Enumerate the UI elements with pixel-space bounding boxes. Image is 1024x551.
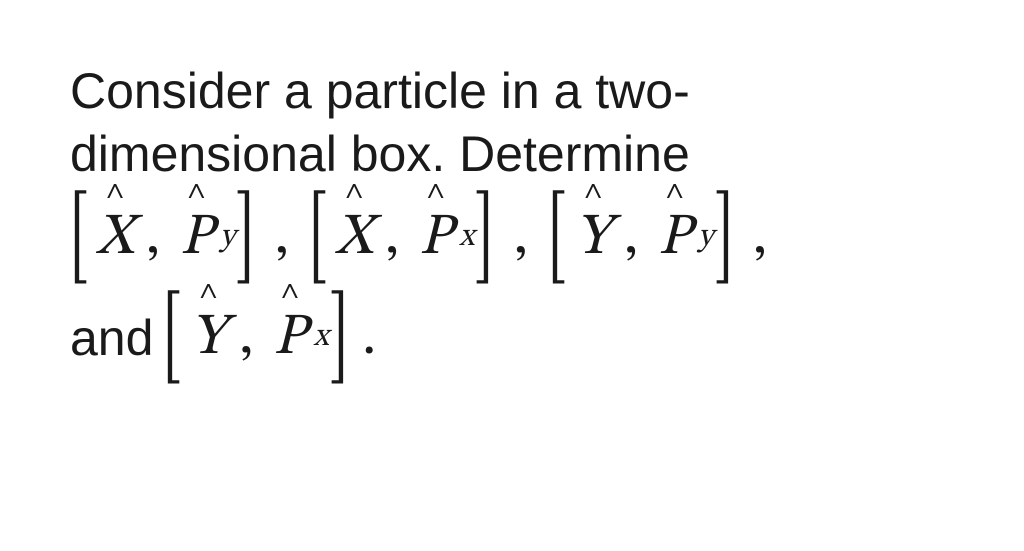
rbracket: ] (235, 193, 254, 283)
rbracket: ] (474, 193, 493, 283)
math-line-2: and [ ^ Y , ^ P x ] . (70, 293, 954, 383)
rbracket: ] (329, 293, 348, 383)
operator-P-hat: ^ P (649, 209, 701, 267)
operator-Y-hat: ^ Y (567, 209, 619, 267)
lbracket: [ (309, 193, 328, 283)
separator-comma: , (275, 209, 289, 267)
lbracket: [ (548, 193, 567, 283)
problem-statement: Consider a particle in a two- dimensiona… (0, 0, 1024, 383)
comma: , (146, 209, 160, 267)
operator-P-hat: ^ P (410, 209, 462, 267)
operator-P-hat: ^ P (170, 209, 222, 267)
comma: , (239, 309, 253, 367)
lbracket: [ (163, 293, 182, 383)
intro-line-1: Consider a particle in a two- (70, 63, 690, 119)
lbracket: [ (70, 193, 89, 283)
operator-Y-hat: ^ Y (182, 309, 234, 367)
operator-X-hat: ^ X (89, 209, 141, 267)
period: . (362, 309, 376, 367)
intro-line-2: dimensional box. Determine (70, 126, 690, 182)
and-text: and (70, 313, 153, 363)
trailing-comma: , (753, 209, 767, 267)
separator-comma: , (514, 209, 528, 267)
rbracket: ] (713, 193, 732, 283)
operator-X-hat: ^ X (328, 209, 380, 267)
comma: , (385, 209, 399, 267)
operator-P-hat: ^ P (264, 309, 316, 367)
comma: , (624, 209, 638, 267)
intro-text: Consider a particle in a two- dimensiona… (70, 60, 954, 185)
math-line-1: [ ^ X , ^ P y ] , [ ^ X , ^ P x ] , [ ^ … (70, 193, 954, 283)
